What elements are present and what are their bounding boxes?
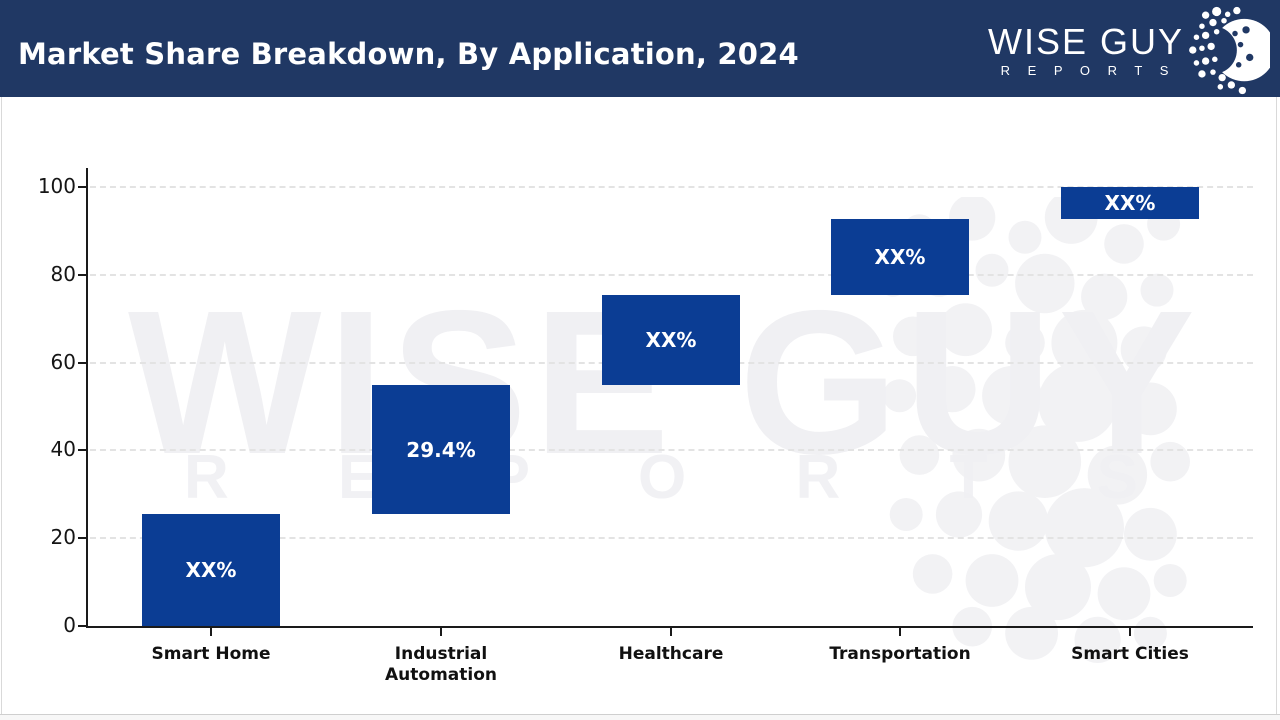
bar-value-label: 29.4% xyxy=(406,437,476,462)
logo-wiseguy-text: WISE GUY xyxy=(987,20,1184,62)
ytick-label-0: 0 xyxy=(63,613,76,637)
xtick-label-1: Industrial Automation xyxy=(385,644,497,686)
bar-smart-home: XX% xyxy=(142,514,280,626)
bar-industrial-automation: 29.4% xyxy=(372,384,510,515)
panel-footer-strip xyxy=(0,715,1280,720)
ytick-label-20: 20 xyxy=(50,525,76,550)
x-axis-line xyxy=(86,626,1253,628)
panel-border-left xyxy=(1,97,2,714)
panel-border-bottom xyxy=(0,714,1280,715)
xtick-mark-2 xyxy=(670,628,672,636)
ytick-label-60: 60 xyxy=(50,349,76,374)
ytick-label-100: 100 xyxy=(37,174,76,198)
logo-reports-text: R E P O R T S xyxy=(1000,62,1176,78)
bar-value-label: XX% xyxy=(185,558,237,583)
xtick-label-3: Transportation xyxy=(829,644,971,664)
xtick-mark-3 xyxy=(899,628,901,636)
ytick-mark-100 xyxy=(78,186,86,188)
bar-healthcare: XX% xyxy=(602,294,740,385)
xtick-label-0: Smart Home xyxy=(151,644,271,664)
bar-transportation: XX% xyxy=(831,219,969,295)
xtick-mark-1 xyxy=(440,628,442,636)
ytick-mark-80 xyxy=(78,273,86,276)
xtick-label-2: Healthcare xyxy=(618,644,724,664)
ytick-label-80: 80 xyxy=(50,261,76,286)
header-bar: Market Share Breakdown, By Application, … xyxy=(0,0,1280,97)
ytick-mark-40 xyxy=(78,449,86,452)
bar-value-label: XX% xyxy=(645,327,697,352)
xtick-mark-0 xyxy=(210,628,212,636)
logo-text: WISE GUY R E P O R T S xyxy=(987,20,1184,78)
watermark-face-icon xyxy=(879,197,1190,663)
ytick-mark-0 xyxy=(78,625,86,627)
ytick-mark-60 xyxy=(78,361,86,364)
xtick-label-4: Smart Cities xyxy=(1071,644,1189,664)
xtick-mark-4 xyxy=(1129,628,1131,636)
gridline-20 xyxy=(90,537,1253,540)
bar-value-label: XX% xyxy=(874,245,926,270)
bar-smart-cities: XX% xyxy=(1061,187,1199,220)
gridline-100 xyxy=(90,186,1253,188)
ytick-mark-20 xyxy=(78,537,86,540)
logo-face-icon xyxy=(1189,6,1270,94)
chart-title: Market Share Breakdown, By Application, … xyxy=(18,36,799,71)
bar-value-label: XX% xyxy=(1104,191,1156,216)
gridline-80 xyxy=(90,273,1253,276)
panel-border-right xyxy=(1276,97,1277,714)
ytick-label-40: 40 xyxy=(50,437,76,462)
wiseguy-logo: WISE GUY R E P O R T S xyxy=(988,6,1280,96)
plot-area: WISE GUY R E P O R T S 020406080100XX%Sm… xyxy=(0,97,1280,714)
y-axis-line xyxy=(86,168,88,628)
gridline-40 xyxy=(90,449,1253,452)
